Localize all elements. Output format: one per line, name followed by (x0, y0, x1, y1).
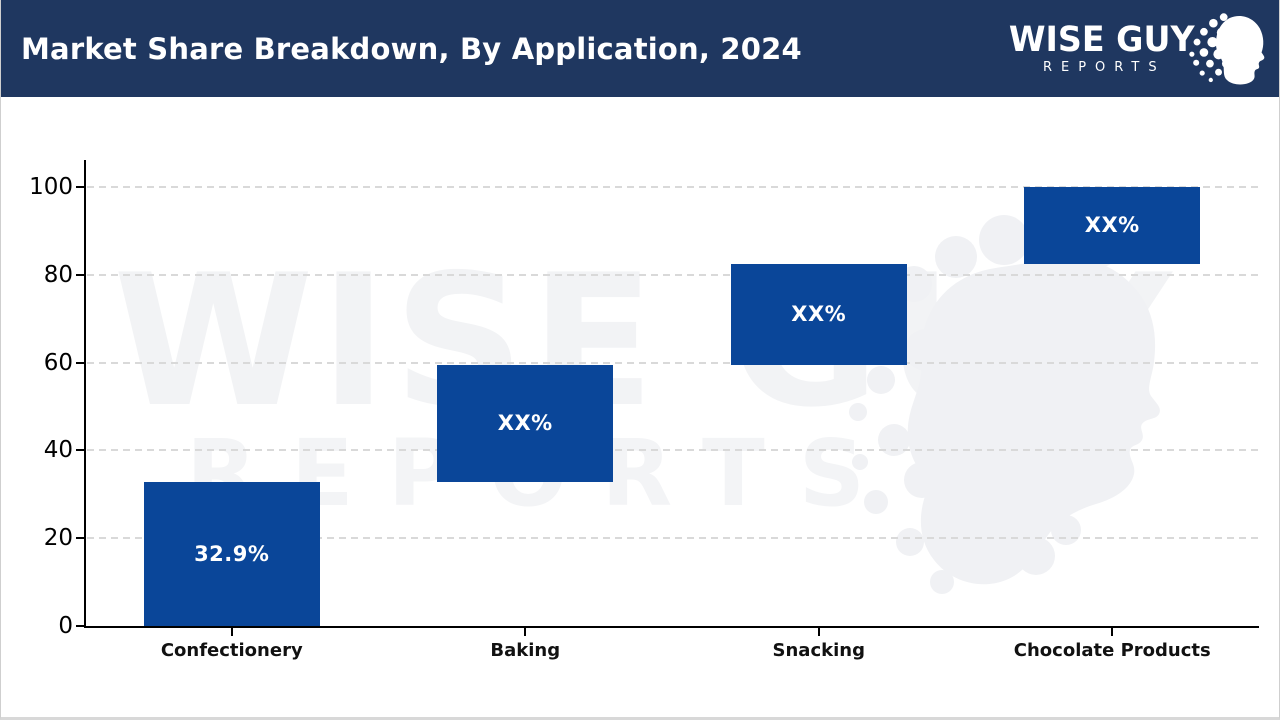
bar-confectionery: 32.9% (143, 481, 320, 626)
gridline-y20 (87, 537, 1259, 540)
bar-value-label: XX% (497, 411, 553, 436)
y-axis-tick (76, 625, 84, 627)
y-axis-tick-label: 60 (43, 349, 73, 376)
bar-value-label: XX% (1084, 213, 1140, 238)
gridline-y100 (87, 186, 1259, 188)
x-axis-line (84, 626, 1259, 628)
brand-name: WISE GUY (1008, 19, 1195, 60)
gridline-y60 (87, 361, 1259, 364)
y-axis-tick-label: 100 (29, 174, 73, 200)
y-axis-tick (76, 273, 84, 276)
x-axis-tick (817, 628, 820, 636)
y-axis-tick-label: 40 (43, 437, 73, 464)
bar-value-label: XX% (791, 302, 847, 327)
brand-subname: REPORTS (1042, 59, 1166, 75)
x-axis-tick (230, 628, 233, 636)
brand-logo: WISE GUY REPORTS (1004, 6, 1279, 92)
x-axis-tick (1111, 628, 1114, 636)
bar-chocolate-products: XX% (1024, 187, 1201, 264)
bar-snacking: XX% (730, 263, 907, 365)
brand-logo-text: WISE GUY REPORTS (1004, 19, 1199, 75)
y-axis-tick-label: 80 (43, 261, 73, 288)
y-axis-tick (76, 537, 84, 540)
chart-title: Market Share Breakdown, By Application, … (21, 31, 802, 66)
y-axis-line (84, 160, 86, 628)
bar-baking: XX% (437, 364, 614, 482)
gridline-y80 (87, 273, 1259, 276)
logo-head-icon (1189, 12, 1265, 84)
x-axis-category-label: Snacking (772, 640, 865, 661)
y-axis-tick-label: 0 (58, 613, 73, 639)
x-axis-category-label: Confectionery (160, 640, 303, 661)
y-axis-tick-label: 20 (43, 525, 73, 552)
header-bar: Market Share Breakdown, By Application, … (1, 0, 1279, 97)
y-axis-tick (76, 449, 84, 452)
y-axis-tick (76, 361, 84, 364)
x-axis-tick (524, 628, 527, 636)
x-axis-category-label: Baking (490, 640, 561, 661)
gridline-y40 (87, 449, 1259, 452)
y-axis-tick (76, 186, 84, 188)
bar-value-label: 32.9% (194, 541, 270, 566)
x-axis-category-label: Chocolate Products (1013, 640, 1211, 661)
